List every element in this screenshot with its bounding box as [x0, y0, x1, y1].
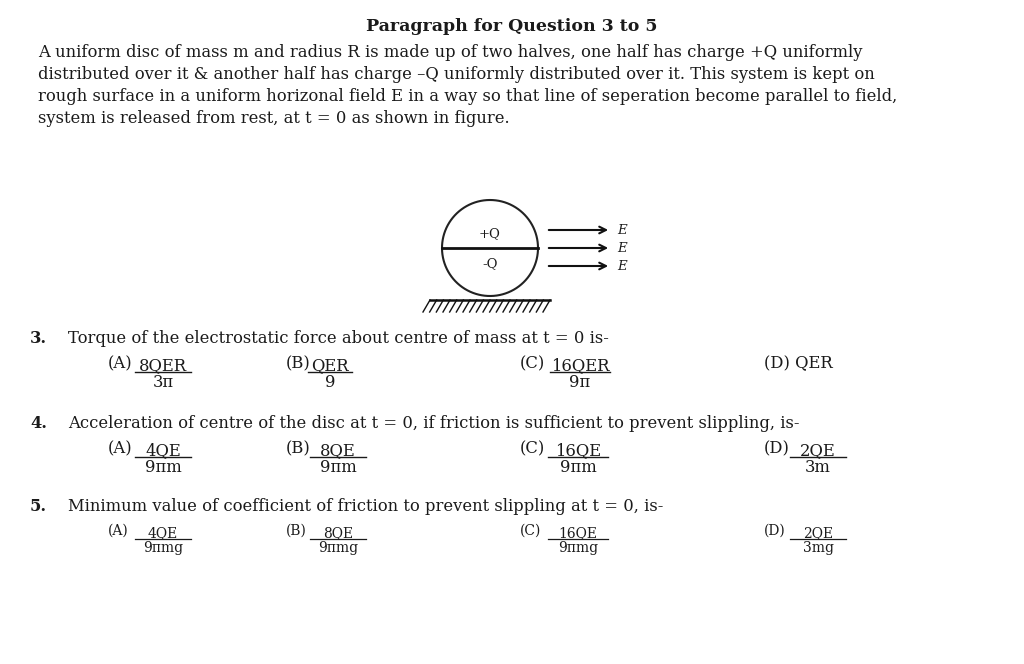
Text: system is released from rest, at t = 0 as shown in figure.: system is released from rest, at t = 0 a… — [38, 110, 510, 127]
Text: E: E — [617, 242, 627, 254]
Text: 16QE: 16QE — [555, 442, 601, 459]
Text: Acceleration of centre of the disc at t = 0, if friction is sufficient to preven: Acceleration of centre of the disc at t … — [68, 415, 800, 432]
Text: (B): (B) — [286, 440, 310, 457]
Text: (B): (B) — [286, 524, 307, 538]
Text: (A): (A) — [108, 355, 133, 372]
Text: distributed over it & another half has charge –Q uniformly distributed over it. : distributed over it & another half has c… — [38, 66, 874, 83]
Text: 2QE: 2QE — [803, 526, 834, 540]
Text: 8QE: 8QE — [321, 442, 356, 459]
Text: 3mg: 3mg — [803, 541, 834, 555]
Text: (A): (A) — [108, 524, 129, 538]
Text: Torque of the electrostatic force about centre of mass at t = 0 is-: Torque of the electrostatic force about … — [68, 330, 609, 347]
Text: (C): (C) — [520, 355, 545, 372]
Text: 3π: 3π — [153, 374, 173, 391]
Text: A uniform disc of mass m and radius R is made up of two halves, one half has cha: A uniform disc of mass m and radius R is… — [38, 44, 862, 61]
Text: Minimum value of coefficient of friction to prevent slippling at t = 0, is-: Minimum value of coefficient of friction… — [68, 498, 664, 515]
Text: (D) QER: (D) QER — [764, 355, 833, 372]
Text: 3.: 3. — [30, 330, 47, 347]
Text: (D): (D) — [764, 524, 785, 538]
Text: 8QE: 8QE — [323, 526, 353, 540]
Text: QER: QER — [311, 357, 349, 374]
Text: 4.: 4. — [30, 415, 47, 432]
Text: (A): (A) — [108, 440, 133, 457]
Text: 9πm: 9πm — [560, 459, 596, 476]
Text: 9πmg: 9πmg — [143, 541, 183, 555]
Text: 16QE: 16QE — [558, 526, 597, 540]
Text: rough surface in a uniform horizonal field E in a way so that line of seperation: rough surface in a uniform horizonal fie… — [38, 88, 897, 105]
Text: +Q: +Q — [479, 228, 501, 240]
Text: Paragraph for Question 3 to 5: Paragraph for Question 3 to 5 — [367, 18, 657, 35]
Text: 16QER: 16QER — [551, 357, 609, 374]
Text: -Q: -Q — [482, 258, 498, 270]
Text: 9π: 9π — [569, 374, 591, 391]
Text: 5.: 5. — [30, 498, 47, 515]
Text: (C): (C) — [520, 440, 545, 457]
Text: E: E — [617, 260, 627, 272]
Text: 4QE: 4QE — [145, 442, 181, 459]
Text: 4QE: 4QE — [147, 526, 178, 540]
Text: E: E — [617, 224, 627, 236]
Text: 3m: 3m — [805, 459, 830, 476]
Text: (B): (B) — [286, 355, 310, 372]
Text: 9πmg: 9πmg — [558, 541, 598, 555]
Text: 9πm: 9πm — [319, 459, 356, 476]
Text: 9πm: 9πm — [144, 459, 181, 476]
Text: 9: 9 — [325, 374, 335, 391]
Text: (D): (D) — [764, 440, 790, 457]
Text: 8QER: 8QER — [139, 357, 187, 374]
Text: 2QE: 2QE — [800, 442, 836, 459]
Text: (C): (C) — [520, 524, 542, 538]
Text: 9πmg: 9πmg — [317, 541, 358, 555]
